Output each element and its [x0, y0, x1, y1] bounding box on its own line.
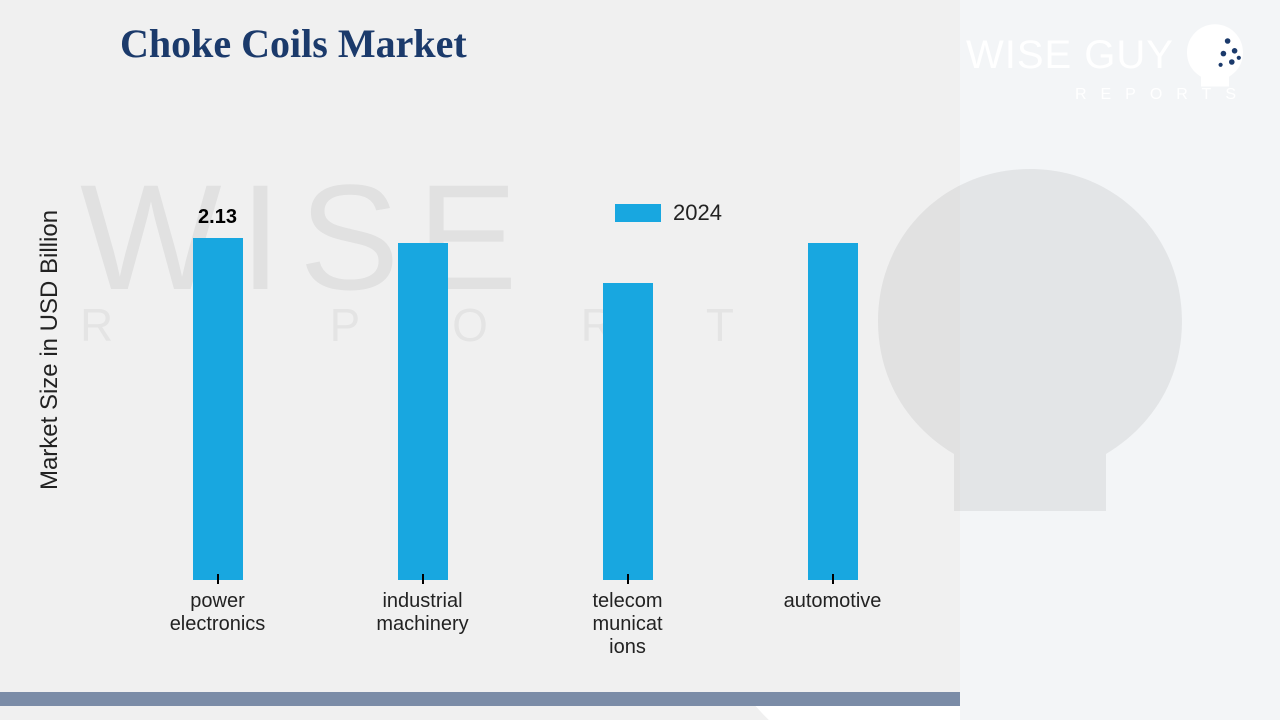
bar-group	[603, 130, 653, 580]
chart-title: Choke Coils Market	[120, 20, 467, 67]
logo-text-sub: REPORTS	[966, 86, 1250, 104]
y-axis-label: Market Size in USD Billion	[36, 210, 64, 490]
plot-area	[115, 130, 935, 580]
logo-main-row: WISE GUY	[966, 20, 1250, 90]
bar-group	[193, 130, 243, 580]
bar	[808, 243, 858, 581]
chart-area: WISE R E P O R T S Choke Coils Market Ma…	[0, 0, 960, 706]
category-label: industrialmachinery	[343, 590, 503, 636]
x-tick	[832, 574, 834, 584]
brand-logo: WISE GUY REPORTS	[966, 20, 1250, 104]
x-tick	[217, 574, 219, 584]
bar	[603, 283, 653, 580]
category-label: automotive	[753, 590, 913, 613]
category-label: powerelectronics	[138, 590, 298, 636]
footer-bar	[0, 692, 960, 706]
x-tick	[627, 574, 629, 584]
canvas: WISE R E P O R T S Choke Coils Market Ma…	[0, 0, 1280, 720]
category-label: telecommunications	[548, 590, 708, 659]
bar-group	[808, 130, 858, 580]
bar-group	[398, 130, 448, 580]
head-icon	[1180, 20, 1250, 90]
bar	[193, 238, 243, 580]
x-tick	[422, 574, 424, 584]
logo-text-main: WISE GUY	[966, 33, 1174, 78]
bar	[398, 243, 448, 581]
bar-value-label: 2.13	[198, 206, 237, 229]
